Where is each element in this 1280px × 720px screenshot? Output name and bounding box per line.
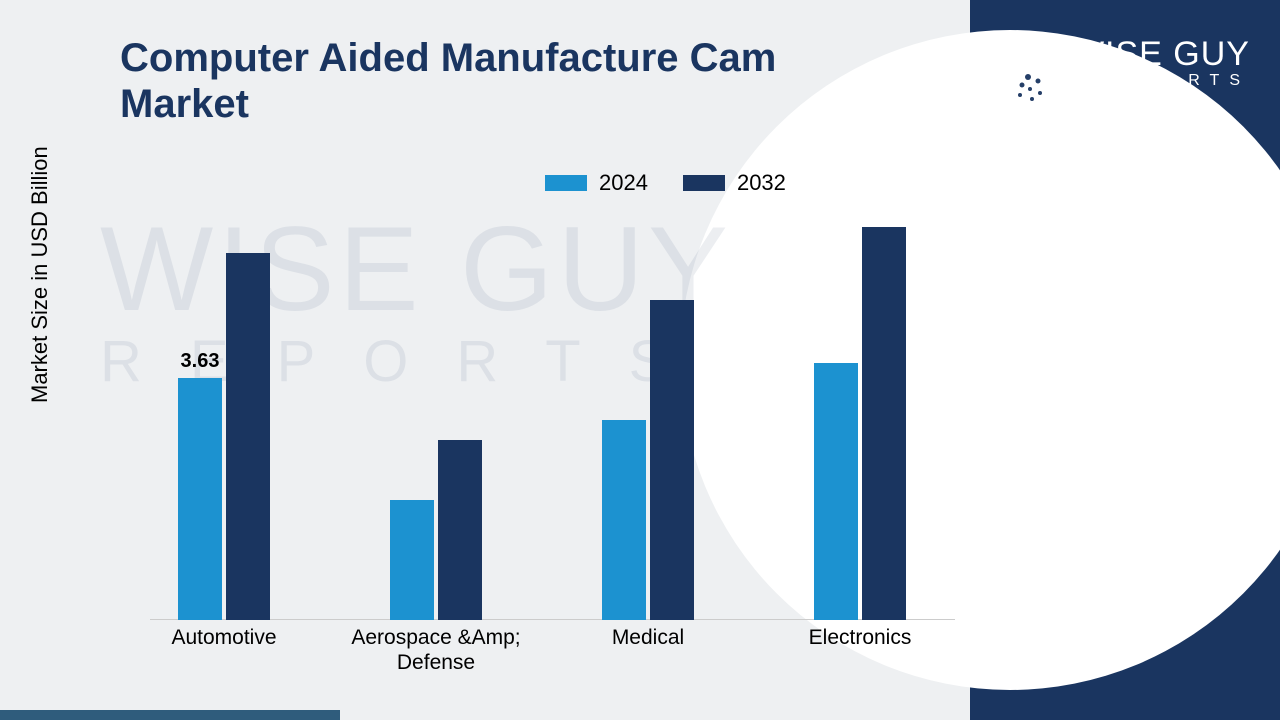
bar-0-series-1 <box>226 253 270 620</box>
logo-head-icon <box>1000 55 1070 135</box>
legend-label-2032: 2032 <box>737 170 786 196</box>
legend-item-2024: 2024 <box>545 170 648 196</box>
bar-2-series-0 <box>602 420 646 620</box>
title-text: Computer Aided Manufacture Cam Market <box>120 35 820 127</box>
bar-3-series-1 <box>862 227 906 620</box>
x-label-2: Medical <box>563 625 733 650</box>
bar-1-series-1 <box>438 440 482 620</box>
bar-3-series-0 <box>814 363 858 620</box>
data-label-0: 3.63 <box>168 350 232 373</box>
legend-swatch-2032 <box>683 175 725 191</box>
y-axis-label: Market Size in USD Billion <box>27 146 53 403</box>
chart-area: Market Size in USD Billion 2024 2032 Aut… <box>55 180 955 680</box>
logo-main-text: WISE GUY <box>1072 35 1250 74</box>
bar-1-series-0 <box>390 500 434 620</box>
x-label-1: Aerospace &Amp; Defense <box>351 625 521 675</box>
legend-item-2032: 2032 <box>683 170 786 196</box>
bottom-accent-bar <box>0 710 340 720</box>
plot-area: Automotive3.63Aerospace &Amp; DefenseMed… <box>150 220 955 620</box>
x-label-3: Electronics <box>775 625 945 650</box>
chart-title: Computer Aided Manufacture Cam Market <box>120 35 820 127</box>
legend: 2024 2032 <box>545 170 786 196</box>
brand-logo: WISE GUY REPORTS <box>1072 35 1250 90</box>
logo-sub-text: REPORTS <box>1072 72 1250 90</box>
legend-swatch-2024 <box>545 175 587 191</box>
bar-2-series-1 <box>650 300 694 620</box>
x-label-0: Automotive <box>139 625 309 650</box>
bar-0-series-0 <box>178 378 222 620</box>
legend-label-2024: 2024 <box>599 170 648 196</box>
